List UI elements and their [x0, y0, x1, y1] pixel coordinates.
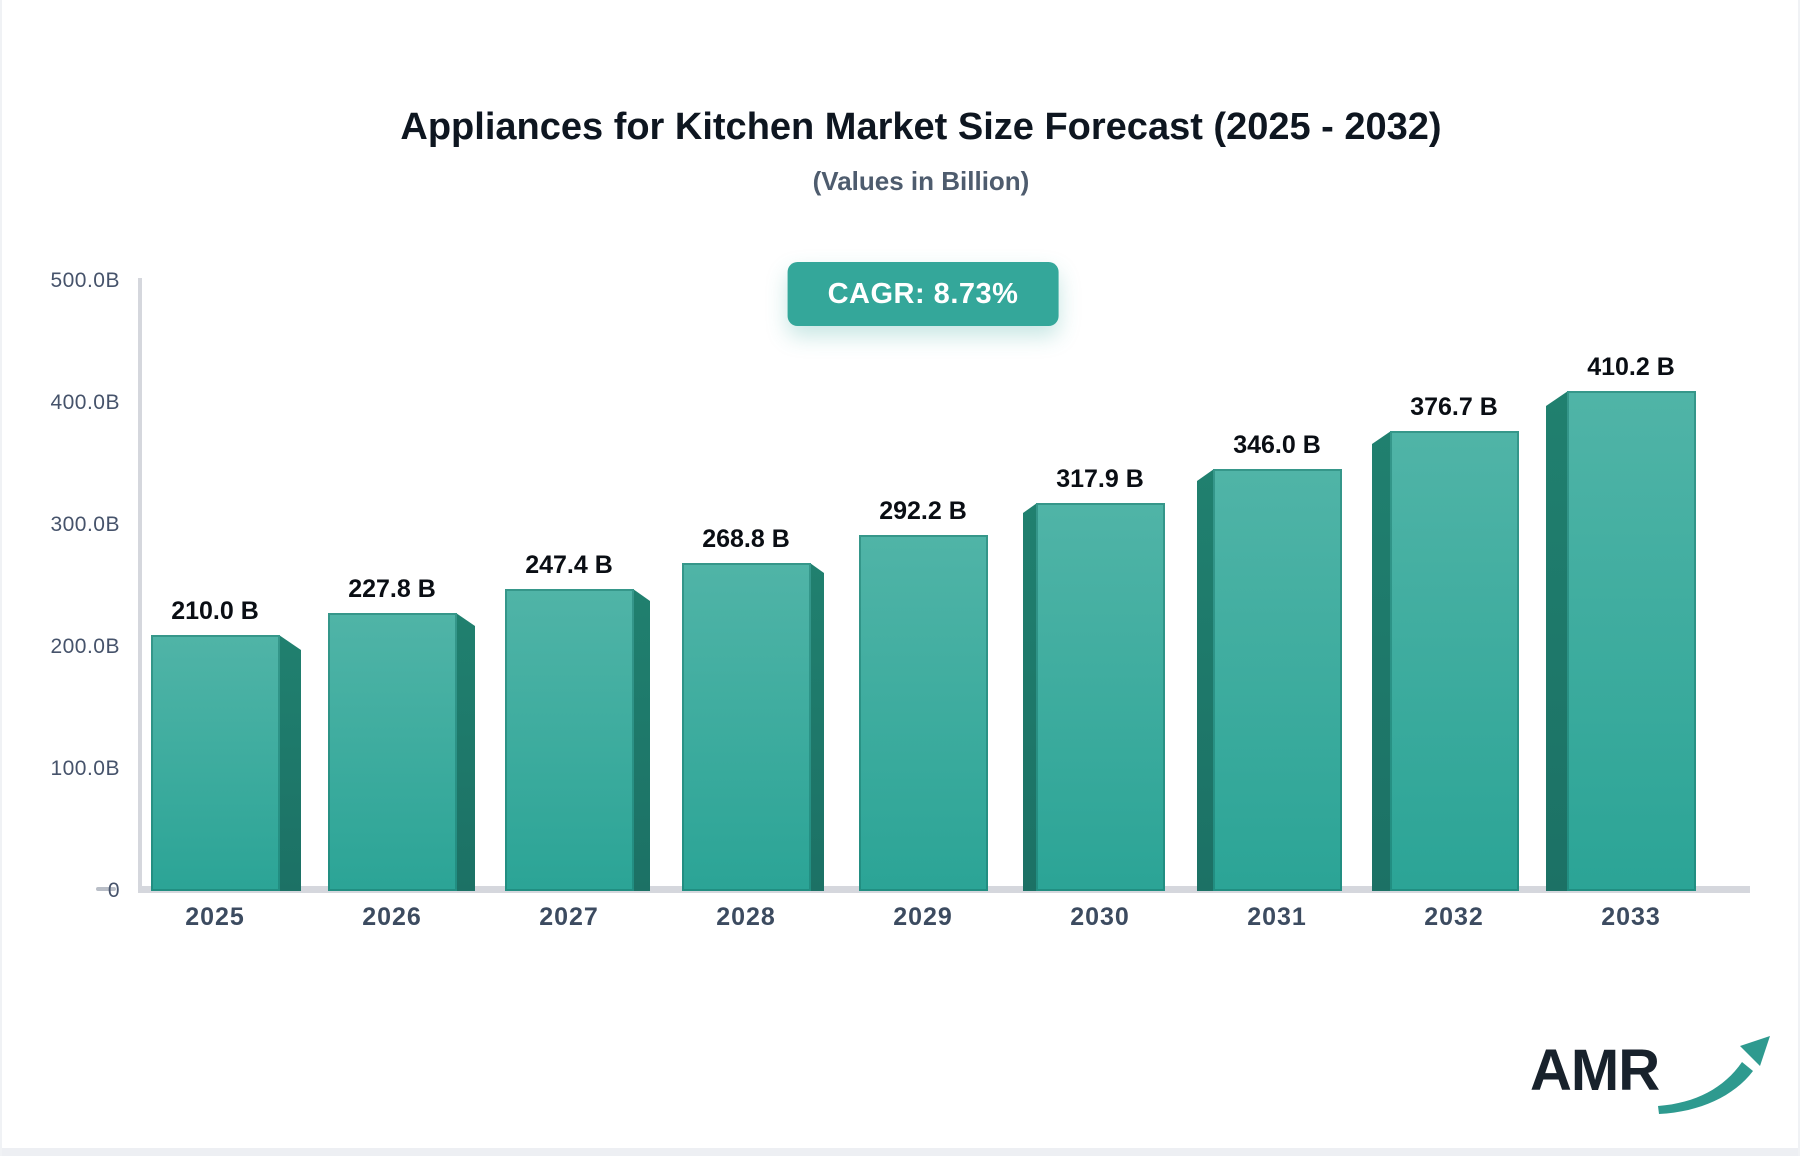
- x-axis-label-2026: 2026: [362, 903, 422, 931]
- bar-value-label: 247.4 B: [525, 551, 613, 579]
- x-axis-label-2027: 2027: [539, 903, 599, 931]
- amr-logo-text: AMR: [1530, 1038, 1660, 1103]
- x-axis-label-2031: 2031: [1247, 903, 1307, 931]
- bar-value-label: 376.7 B: [1410, 393, 1498, 421]
- bar-value-label: 268.8 B: [702, 525, 790, 553]
- bar-value-label: 317.9 B: [1056, 465, 1144, 493]
- bar-value-label: 227.8 B: [348, 575, 436, 603]
- chart-title: Appliances for Kitchen Market Size Forec…: [400, 106, 1442, 148]
- y-axis-tick-label: 100.0B: [50, 757, 120, 780]
- x-axis-label-2032: 2032: [1424, 903, 1484, 931]
- bar-2031: [1213, 469, 1342, 891]
- bar-2033: [1567, 391, 1696, 891]
- bar-side-face-2027: [633, 589, 650, 891]
- bar-side-face-2025: [279, 635, 301, 891]
- y-axis-tick-label: 0: [107, 879, 120, 902]
- bar-2027: [505, 589, 634, 891]
- bar-side-face-2030: [1023, 503, 1037, 891]
- bar-2030: [1036, 503, 1165, 891]
- bar-2028: [682, 563, 811, 891]
- y-axis-tick-label: 300.0B: [50, 513, 120, 536]
- x-axis-label-2028: 2028: [716, 903, 776, 931]
- bar-2032: [1390, 431, 1519, 891]
- bar-side-face-2033: [1546, 391, 1568, 891]
- bar-side-face-2028: [810, 563, 824, 891]
- bar-2029: [859, 535, 988, 891]
- bar-2025: [151, 635, 280, 891]
- x-axis-label-2029: 2029: [893, 903, 953, 931]
- trend-up-arrow-icon: [1658, 1036, 1770, 1114]
- x-axis-label-2033: 2033: [1601, 903, 1661, 931]
- y-axis-tick-label: 500.0B: [50, 269, 120, 292]
- bar-value-label: 210.0 B: [171, 597, 259, 625]
- x-axis-label-2030: 2030: [1070, 903, 1130, 931]
- page-bottom-edge: [2, 1148, 1798, 1156]
- amr-logo: AMR: [1530, 1036, 1770, 1114]
- y-axis-tick-label: 200.0B: [50, 635, 120, 658]
- bar-value-label: 410.2 B: [1587, 353, 1675, 381]
- x-axis-label-2025: 2025: [185, 903, 245, 931]
- zero-tick-mark: [96, 887, 116, 891]
- bar-2026: [328, 613, 457, 891]
- y-axis-line: [138, 278, 142, 890]
- chart-subtitle: (Values in Billion): [812, 166, 1030, 196]
- bar-side-face-2031: [1197, 469, 1214, 891]
- cagr-badge: CAGR: 8.73%: [787, 262, 1059, 326]
- bar-value-label: 346.0 B: [1233, 431, 1321, 459]
- bar-side-face-2026: [456, 613, 475, 891]
- bar-side-face-2032: [1372, 431, 1391, 891]
- y-axis-tick-label: 400.0B: [50, 391, 120, 414]
- bar-value-label: 292.2 B: [879, 497, 967, 525]
